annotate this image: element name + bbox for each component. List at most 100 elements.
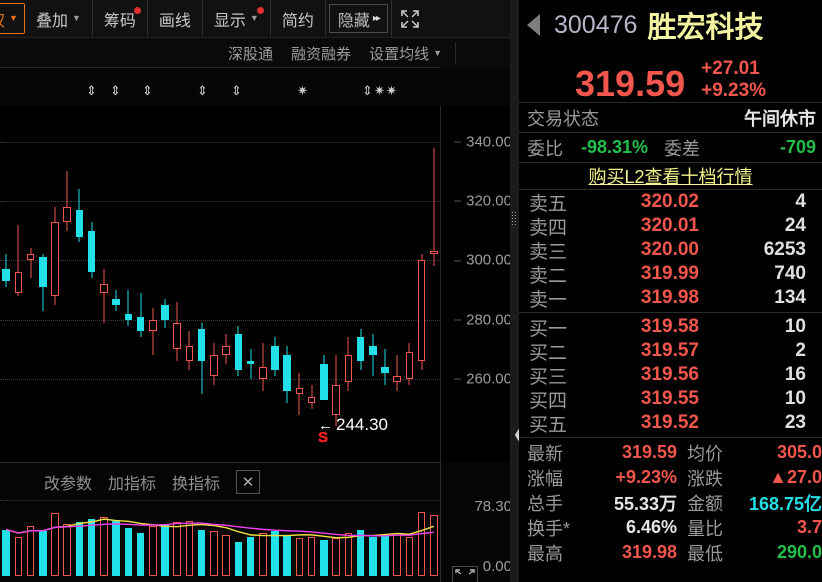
volume-bar [307, 536, 316, 576]
stock-code: 300476 [554, 10, 638, 39]
ask-row[interactable]: 卖四 320.01 24 [519, 214, 822, 239]
volume-bar [295, 538, 304, 576]
chevron-down-icon: ▼ [249, 13, 259, 23]
hide-panel-button[interactable]: 隐藏 ▸▸ [328, 4, 388, 33]
volume-gridline [0, 500, 440, 501]
add-indicator-button[interactable]: 加指标 [108, 475, 157, 493]
candlestick-chart[interactable]: ← 244.30 S [0, 106, 440, 462]
chart-subbar: 深股通 融资融券 设置均线 ▼ [0, 38, 518, 68]
stat-label-right: 量比 [687, 518, 723, 539]
event-marker-icon[interactable]: ⇕ [231, 83, 242, 98]
bid-price: 319.52 [640, 412, 699, 433]
ask-row[interactable]: 卖三 320.00 6253 [519, 238, 822, 263]
event-marker-icon[interactable]: ⇕ [362, 83, 373, 98]
ask-price: 320.00 [640, 239, 699, 260]
candle [234, 106, 243, 462]
subbar-divider [455, 42, 456, 64]
candle-wick [433, 147, 435, 267]
switch-indicator-button[interactable]: 换指标 [172, 475, 221, 493]
candle [417, 106, 426, 462]
event-marker-icon[interactable]: ⇕ [86, 83, 97, 98]
volume-bar [112, 520, 120, 576]
subbar-item-1[interactable]: 融资融券 [291, 43, 351, 64]
volume-bar [197, 529, 206, 576]
volume-bar [210, 531, 218, 576]
bid-row[interactable]: 买三 319.56 16 [519, 363, 822, 388]
trade-status-value: 午间休市 [744, 108, 816, 129]
candle-wick [140, 292, 142, 338]
volume-bar [2, 529, 10, 576]
bottom-expand-button[interactable] [452, 566, 478, 582]
candle [63, 106, 71, 462]
candle [173, 106, 181, 462]
candle [307, 106, 316, 462]
event-marker-icon[interactable]: ✷ [374, 83, 385, 98]
event-marker-icon[interactable]: ⇕ [142, 83, 153, 98]
bid-row[interactable]: 买二 319.57 2 [519, 339, 822, 364]
stat-row: 最新 319.59 均价 305.0 [519, 440, 822, 465]
back-triangle-icon[interactable] [527, 14, 540, 36]
stat-value-left: 319.98 [621, 542, 677, 562]
volume-bar [185, 520, 194, 576]
price-annotation: ← 244.30 [318, 415, 388, 435]
gridline [0, 141, 440, 143]
subbar-rule [0, 67, 440, 68]
ask-row[interactable]: 卖二 319.99 740 [519, 262, 822, 287]
candle-wick [372, 334, 374, 376]
candle-body [87, 230, 96, 273]
candle-body [51, 221, 59, 296]
toolbar-button-4[interactable]: 显示 ▼ [203, 0, 271, 37]
volume-chart[interactable] [0, 500, 440, 576]
toolbar-button-0[interactable]: 权▼ [0, 3, 25, 34]
volume-ma-short [5, 518, 435, 539]
bid-level-label: 买三 [529, 366, 568, 388]
fullscreen-expand-button[interactable] [390, 0, 429, 37]
candle-body [112, 298, 120, 305]
event-marker-icon[interactable]: ✷ [297, 83, 308, 98]
bid-row[interactable]: 买五 319.52 23 [519, 411, 822, 436]
collapse-arrow-icon[interactable]: ❮ [510, 410, 519, 456]
candle-body [368, 346, 377, 356]
subbar-item-0[interactable]: 深股通 [228, 43, 273, 64]
volume-bar [14, 536, 23, 576]
quote-panel: 300476 胜宏科技 319.59 +27.01 +9.23% 交易状态 午间… [519, 0, 822, 582]
candle [430, 106, 438, 462]
stats-table: 最新 319.59 均价 305.0 涨幅 +9.23% 涨跌 ▲27.0 总手 55.33万 金额… [519, 437, 822, 565]
price-summary: 319.59 +27.01 +9.23% [519, 50, 822, 102]
candle-wick [262, 343, 264, 391]
buy-l2-link[interactable]: 购买L2查看十档行情 [588, 167, 753, 187]
toolbar-button-5[interactable]: 简约 [271, 0, 326, 37]
subbar-item-2[interactable]: 设置均线 ▼ [369, 43, 442, 64]
toolbar-button-2[interactable]: 筹码 [93, 0, 148, 37]
event-marker-icon[interactable]: ✷ [386, 83, 397, 98]
candle-body [26, 254, 35, 261]
stat-value-left: 55.33万 [613, 493, 677, 514]
candle-wick [298, 373, 300, 415]
price-axis: 340.00 320.00 300.00 280.00 260.00 [440, 106, 518, 462]
candle-body [393, 375, 401, 382]
change-params-button[interactable]: 改参数 [44, 475, 93, 493]
ask-level-label: 卖三 [529, 241, 568, 263]
candle-body [234, 334, 243, 371]
double-chevron-right-icon: ▸▸ [372, 13, 381, 24]
candle-body [38, 257, 47, 287]
bid-row[interactable]: 买一 319.58 10 [519, 315, 822, 340]
event-marker-row: ⇕ ⇕ ⇕ ⇕ ⇕ ✷ ⇕ ✷ ✷ [0, 72, 440, 106]
volume-axis-bottom-label: 0.00 [482, 558, 512, 575]
ask-level-label: 卖五 [529, 193, 568, 215]
event-marker-icon[interactable]: ⇕ [197, 83, 208, 98]
bid-price: 319.55 [640, 388, 699, 409]
ask-level-label: 卖四 [529, 217, 568, 239]
toolbar-button-1[interactable]: 叠加 ▼ [25, 0, 93, 37]
bid-level-label: 买五 [529, 414, 568, 436]
gridline [0, 378, 440, 380]
bid-row[interactable]: 买四 319.55 10 [519, 387, 822, 412]
volume-bar [63, 524, 71, 576]
event-marker-icon[interactable]: ⇕ [110, 83, 121, 98]
ask-row[interactable]: 卖一 319.98 134 [519, 286, 822, 311]
panel-splitter[interactable]: ❮ [510, 0, 519, 582]
volume-bar [136, 533, 145, 576]
toolbar-button-3[interactable]: 画线 [148, 0, 203, 37]
ask-row[interactable]: 卖五 320.02 4 [519, 190, 822, 215]
close-icon[interactable]: ✕ [236, 469, 261, 494]
